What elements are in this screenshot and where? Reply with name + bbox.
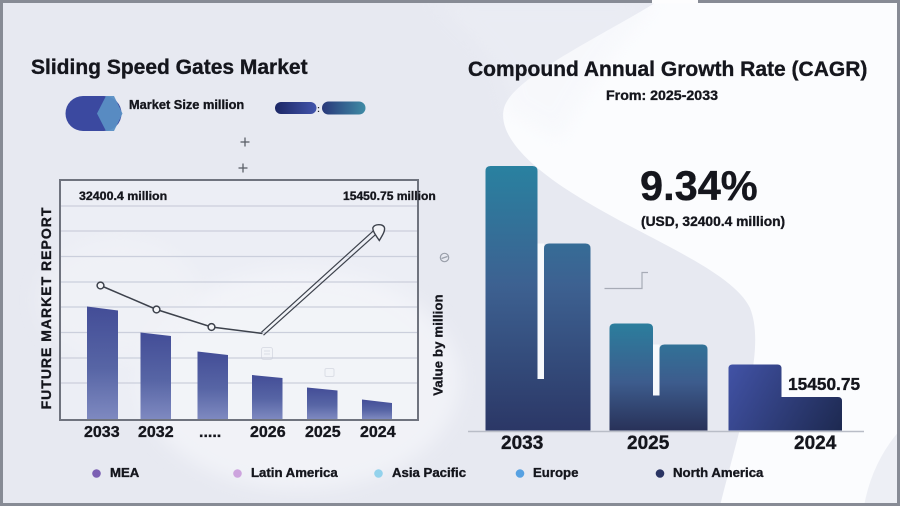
svg-text::: : xyxy=(317,104,320,114)
